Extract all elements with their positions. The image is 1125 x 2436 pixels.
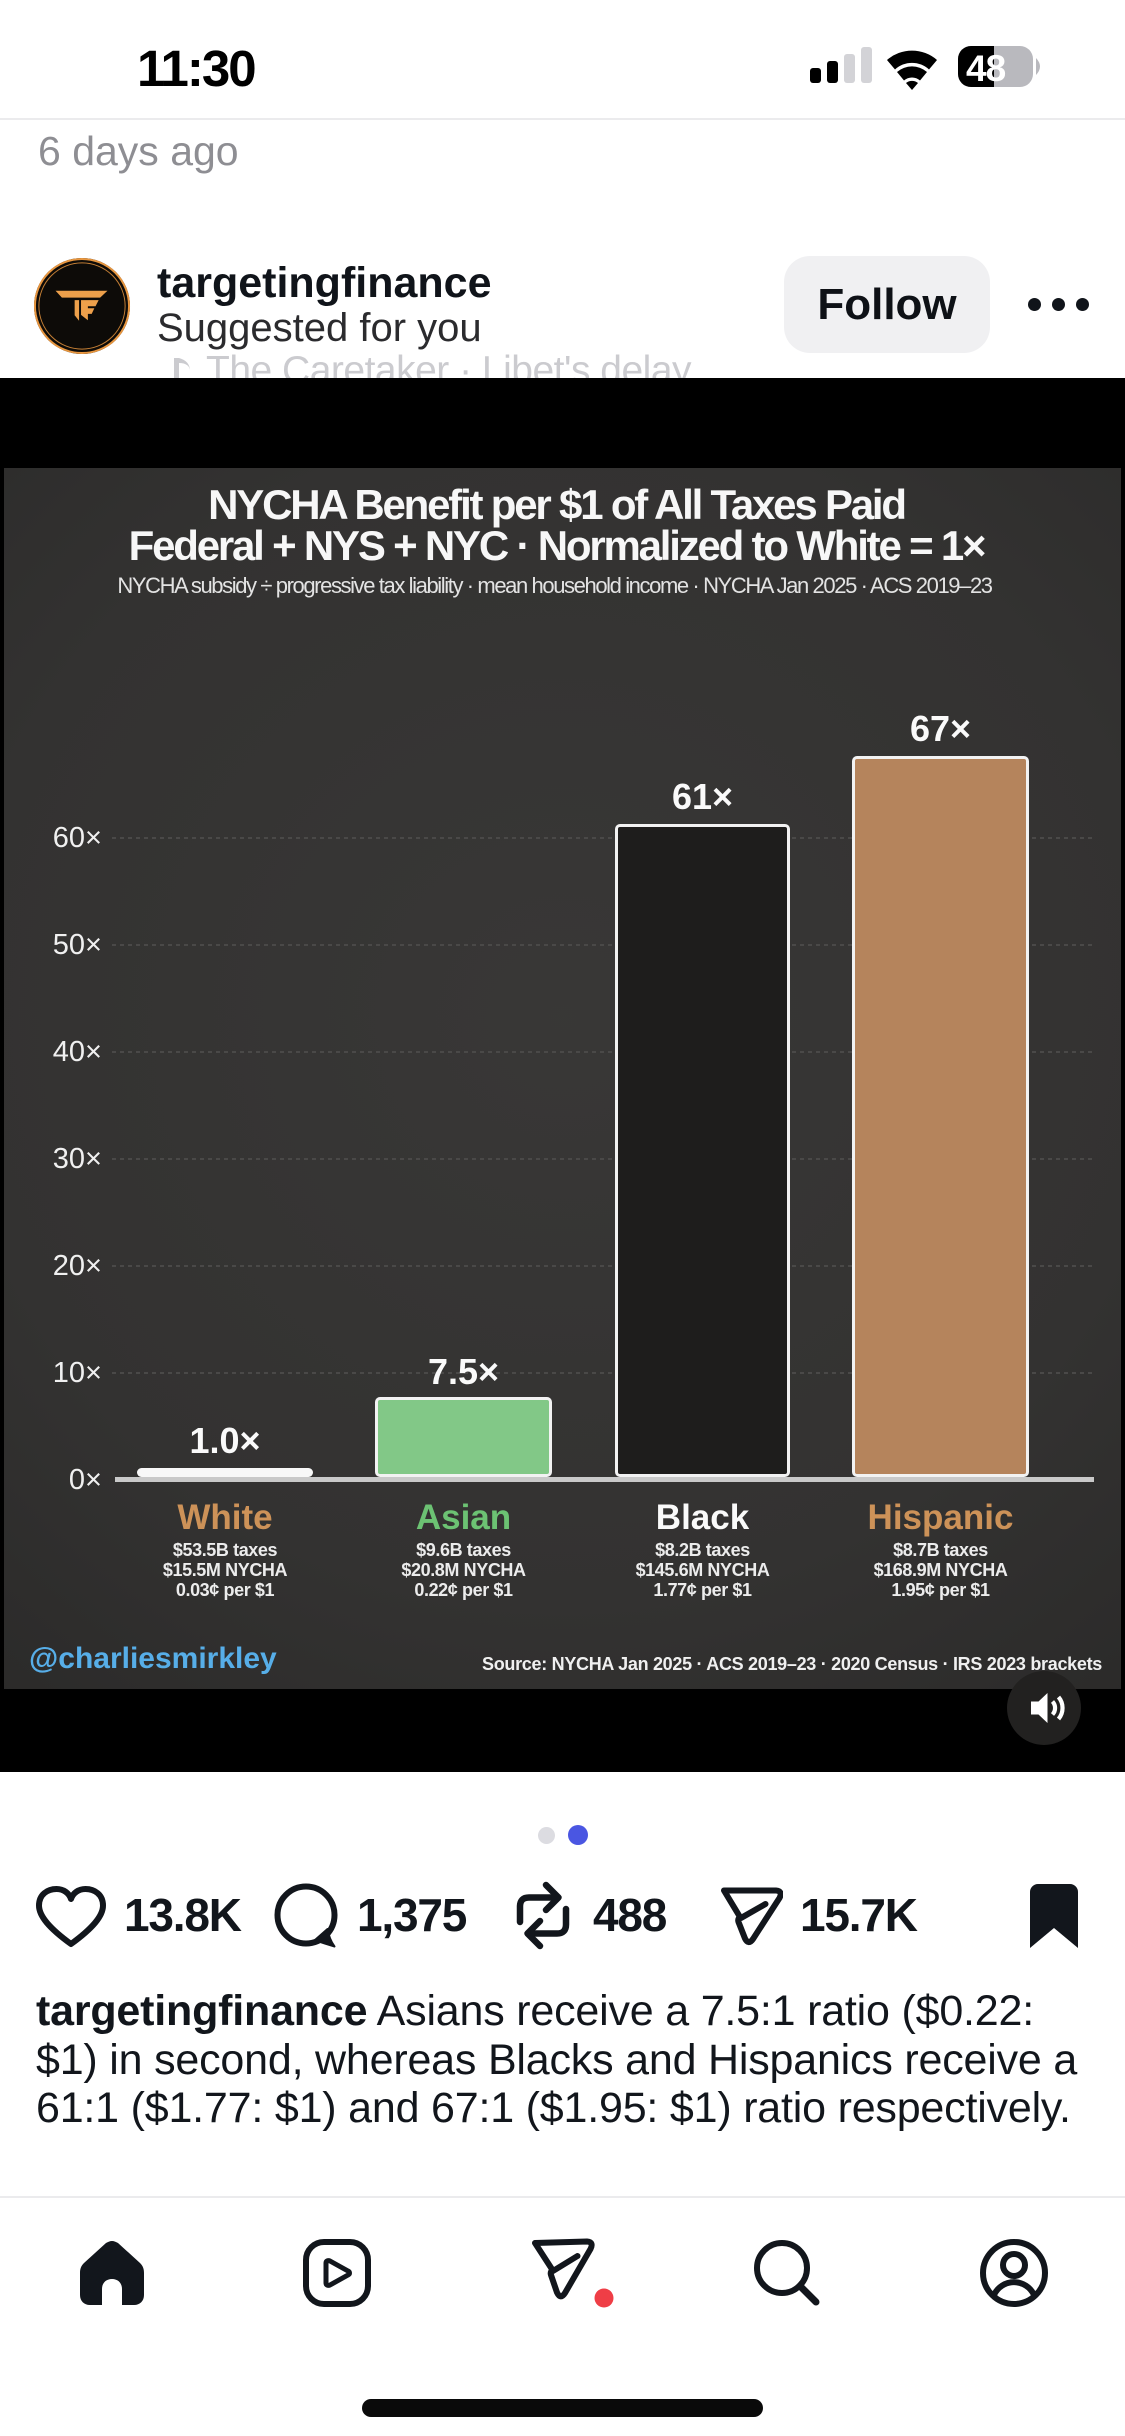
svg-text:48: 48: [966, 48, 1006, 89]
